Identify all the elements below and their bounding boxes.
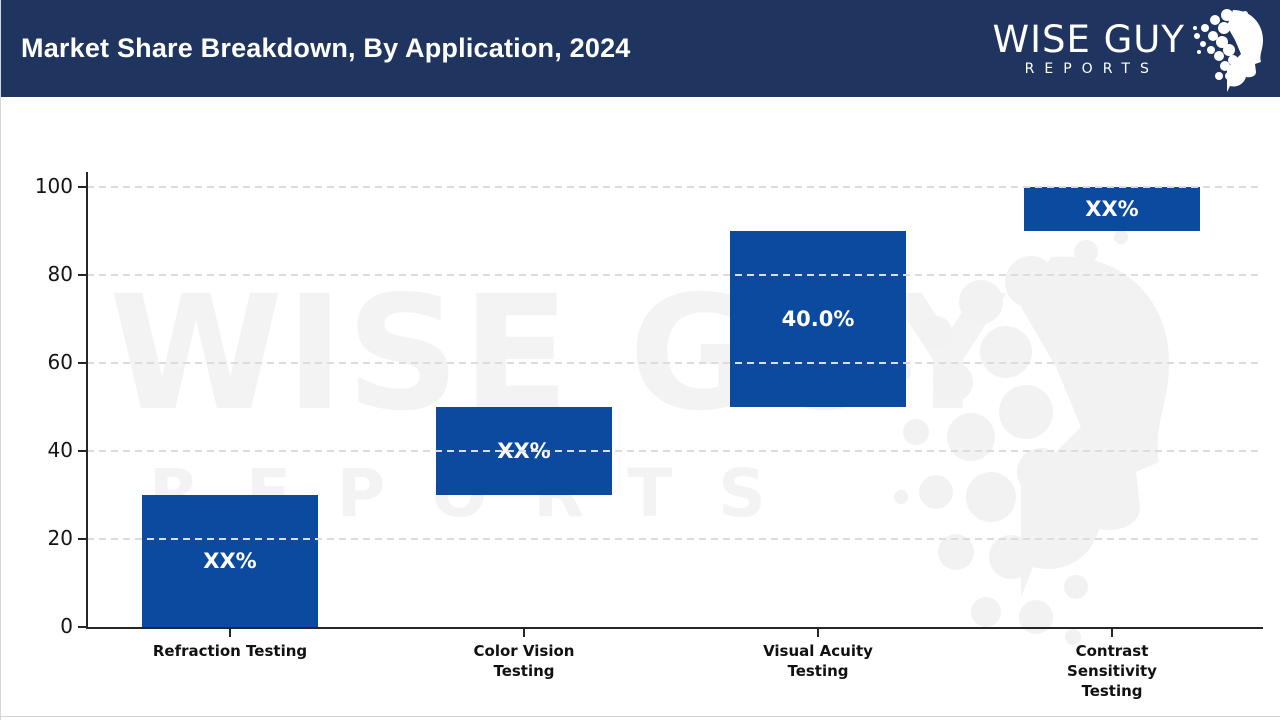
brand-head-icon [1193, 8, 1263, 92]
brand-name: WISE GUY [992, 17, 1185, 61]
page-title: Market Share Breakdown, By Application, … [21, 33, 631, 63]
brand-subtitle: REPORTS [1024, 60, 1159, 77]
category-label-line: Visual Acuity [763, 642, 873, 660]
x-tick [1111, 629, 1113, 637]
category-label: Color Vision Testing [414, 641, 634, 681]
chart-area: WISE GUY REPORTS XX%XX%40.0%XX%020406080… [1, 97, 1280, 720]
bar-value-label: XX% [1085, 197, 1139, 221]
category-label: Visual Acuity Testing [708, 641, 928, 681]
y-tick [78, 186, 86, 188]
category-label: Refraction Testing [120, 641, 340, 661]
y-tick [78, 538, 86, 540]
y-tick-label: 20 [47, 526, 73, 550]
y-tick [78, 362, 86, 364]
gridline-60 [87, 362, 1263, 364]
brand-logo-text: WISE GUY REPORTS [993, 21, 1185, 77]
gridline-100 [87, 186, 1263, 188]
category-label-line: Color Vision [473, 642, 575, 660]
y-tick-label: 40 [47, 438, 73, 462]
x-axis [86, 627, 1263, 629]
category-label-line: Refraction Testing [152, 642, 308, 660]
y-tick-label: 60 [47, 350, 73, 374]
bottom-border [1, 716, 1280, 717]
gridline-40 [87, 450, 1263, 452]
x-tick [817, 629, 819, 637]
y-tick-label: 0 [60, 614, 73, 638]
bar-value-label: XX% [203, 549, 257, 573]
bar-segment: XX% [1024, 187, 1200, 231]
category-label-line: Contrast [1075, 642, 1149, 660]
x-tick [229, 629, 231, 637]
bar-segment: XX% [142, 495, 318, 627]
bar-segment: 40.0% [730, 231, 906, 407]
bar-value-label: 40.0% [781, 307, 855, 331]
brand-logo: WISE GUY REPORTS [993, 6, 1267, 92]
category-label-line: Sensitivity [1067, 662, 1157, 680]
y-tick [78, 626, 86, 628]
watermark-head-icon [890, 230, 1170, 645]
y-tick [78, 450, 86, 452]
y-axis [86, 172, 88, 629]
y-tick-label: 80 [47, 262, 73, 286]
category-label-line: Testing [1081, 682, 1143, 700]
plot-area: XX% XX% 40.0% XX% 0 20 40 60 80 100 Refraction Tes… [1, 97, 1280, 720]
y-tick [78, 274, 86, 276]
category-label-line: Testing [493, 662, 555, 680]
category-label-line: Testing [787, 662, 849, 680]
y-tick-label: 100 [34, 174, 73, 198]
category-label: Contrast Sensitivity Testing [1002, 641, 1222, 701]
header-bar: Market Share Breakdown, By Application, … [1, 0, 1280, 97]
gridline-80 [87, 274, 1263, 276]
x-tick [523, 629, 525, 637]
gridline-20 [87, 538, 1263, 540]
